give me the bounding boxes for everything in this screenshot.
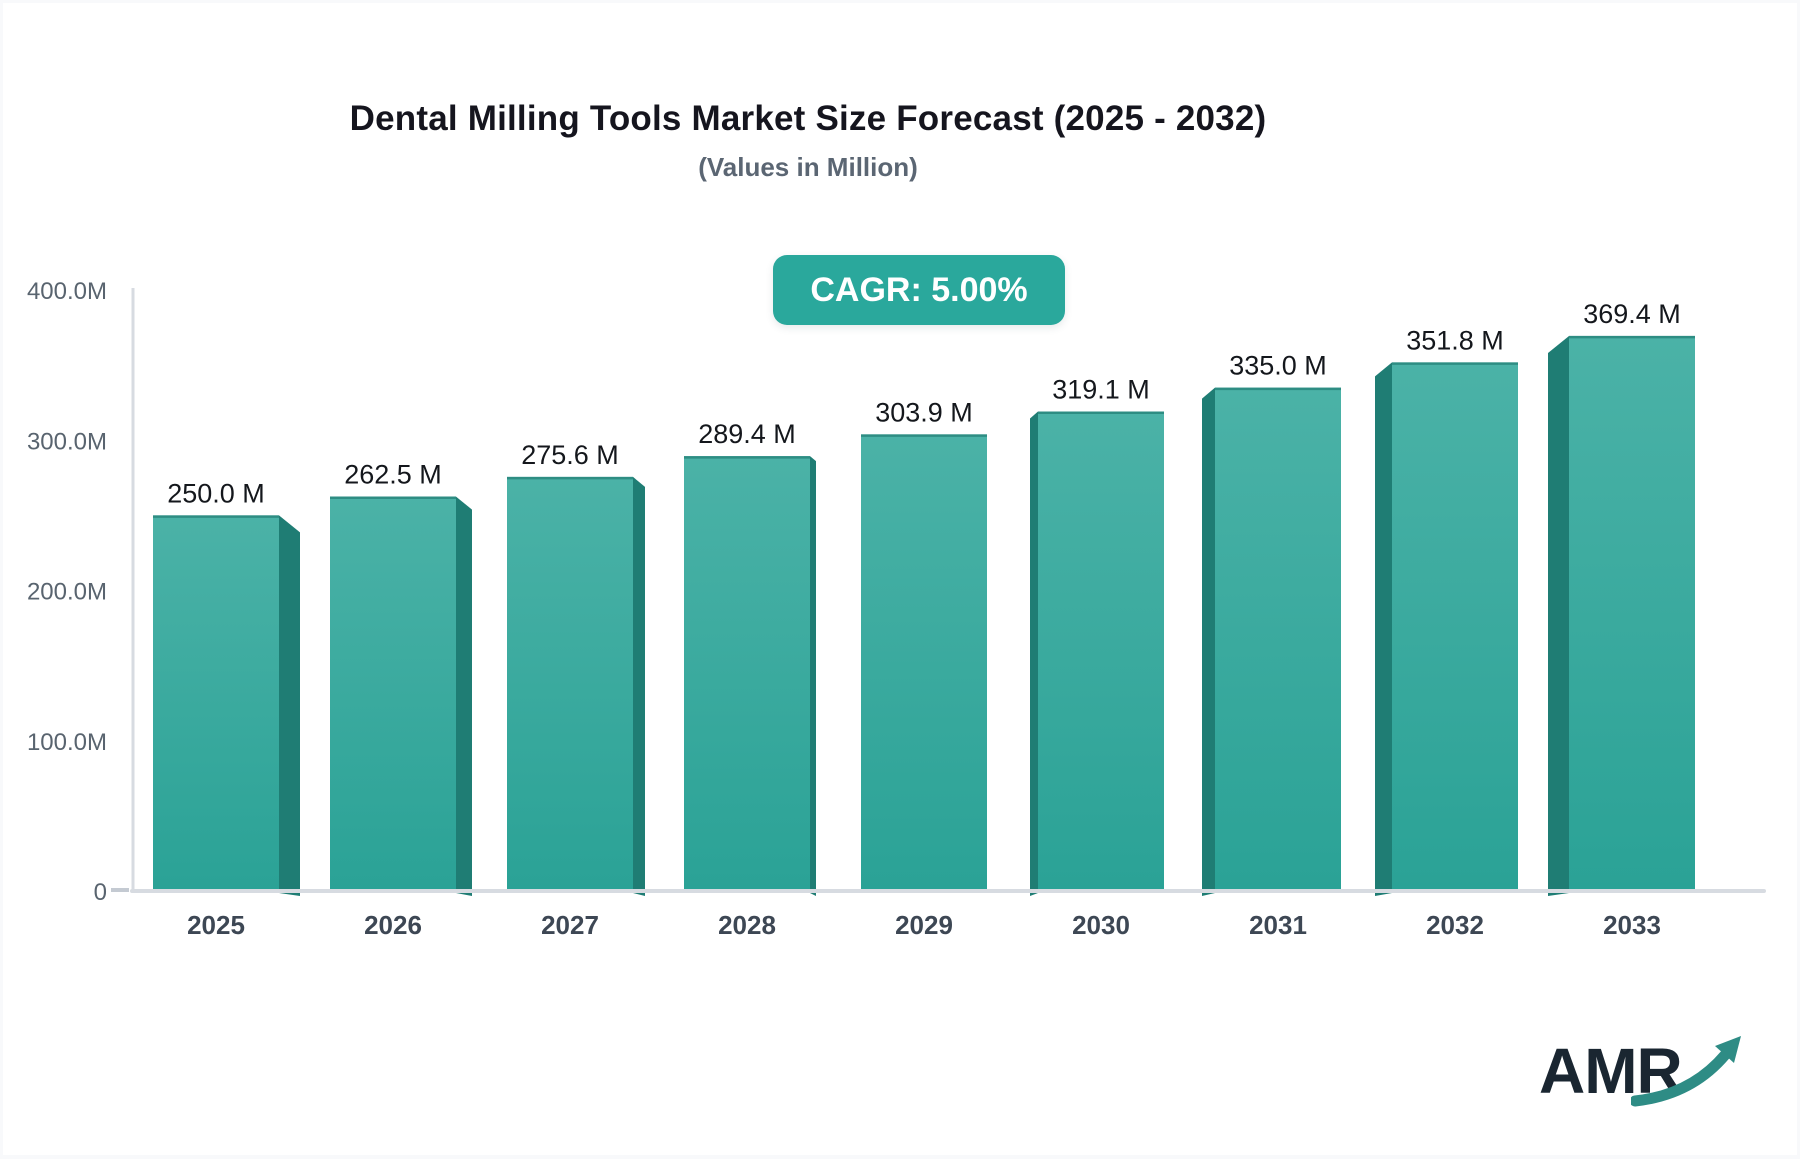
bar-group-2030: 319.1 M 2030: [1030, 375, 1164, 940]
x-axis-line: [130, 889, 1766, 893]
bar-side-face: [810, 456, 816, 896]
bar-side-face: [1375, 362, 1392, 896]
bar-value-label: 250.0 M: [167, 478, 265, 508]
x-axis-label: 2032: [1426, 910, 1484, 940]
bar-front: [1038, 411, 1164, 893]
trending-up-arrow-icon: [1631, 1036, 1741, 1107]
bar-group-2029: 303.9 M 2029: [861, 397, 987, 940]
x-axis-label: 2026: [364, 910, 422, 940]
x-axis-label: 2029: [895, 910, 953, 940]
chart-subtitle: (Values in Million): [698, 152, 918, 182]
bar-side-face: [279, 515, 300, 896]
bar-side-face: [1548, 335, 1569, 896]
bar-front: [1569, 335, 1695, 893]
bar-front: [1215, 387, 1341, 893]
bar-group-2026: 262.5 M 2026: [330, 460, 472, 940]
y-axis-label: 0: [94, 879, 107, 906]
bar-side-face: [456, 496, 472, 896]
x-axis-label: 2028: [718, 910, 776, 940]
bar-group-2032: 351.8 M 2032: [1375, 325, 1518, 940]
chart-card: 400.0M 300.0M 200.0M 100.0M 0 250.0 M 2025 262.…: [3, 3, 1797, 1155]
bar-front: [507, 476, 633, 893]
y-axis-label: 300.0M: [27, 428, 107, 455]
bar-group-2027: 275.6 M 2027: [507, 440, 645, 940]
bar-value-label: 303.9 M: [875, 397, 973, 427]
bar-value-label: 369.4 M: [1583, 299, 1681, 329]
bar-front: [684, 456, 810, 893]
x-axis-label: 2033: [1603, 910, 1661, 940]
bar-group-2025: 250.0 M 2025: [153, 478, 300, 940]
y-axis-label: 200.0M: [27, 579, 107, 606]
bar-front: [861, 434, 987, 893]
bar-front: [153, 515, 279, 893]
bar-side-face: [1202, 387, 1215, 896]
y-axis-label: 400.0M: [27, 278, 107, 305]
bar-chart: 400.0M 300.0M 200.0M 100.0M 0 250.0 M 2025 262.…: [27, 278, 1766, 940]
bar-value-label: 319.1 M: [1052, 375, 1150, 405]
bar-value-label: 351.8 M: [1406, 325, 1504, 355]
chart-title: Dental Milling Tools Market Size Forecas…: [349, 99, 1267, 138]
bar-value-label: 289.4 M: [698, 419, 796, 449]
x-axis-label: 2031: [1249, 910, 1307, 940]
bar-value-label: 262.5 M: [344, 460, 442, 490]
y-axis-label: 100.0M: [27, 729, 107, 756]
bar-value-label: 335.0 M: [1229, 351, 1327, 381]
bar-group-2028: 289.4 M 2028: [684, 419, 816, 940]
bar-side-face: [633, 476, 645, 896]
bar-side-face: [1030, 411, 1038, 896]
bar-value-label: 275.6 M: [521, 440, 619, 470]
bar-group-2031: 335.0 M 2031: [1202, 351, 1341, 940]
x-axis-label: 2025: [187, 910, 245, 940]
amr-logo: AMR: [1539, 1036, 1769, 1129]
x-axis-label: 2027: [541, 910, 599, 940]
bar-front: [330, 496, 456, 893]
cagr-badge: CAGR: 5.00%: [773, 255, 1065, 325]
bar-front: [1392, 362, 1518, 893]
x-axis-label: 2030: [1072, 910, 1130, 940]
bar-group-2033: 369.4 M 2033: [1548, 299, 1695, 940]
